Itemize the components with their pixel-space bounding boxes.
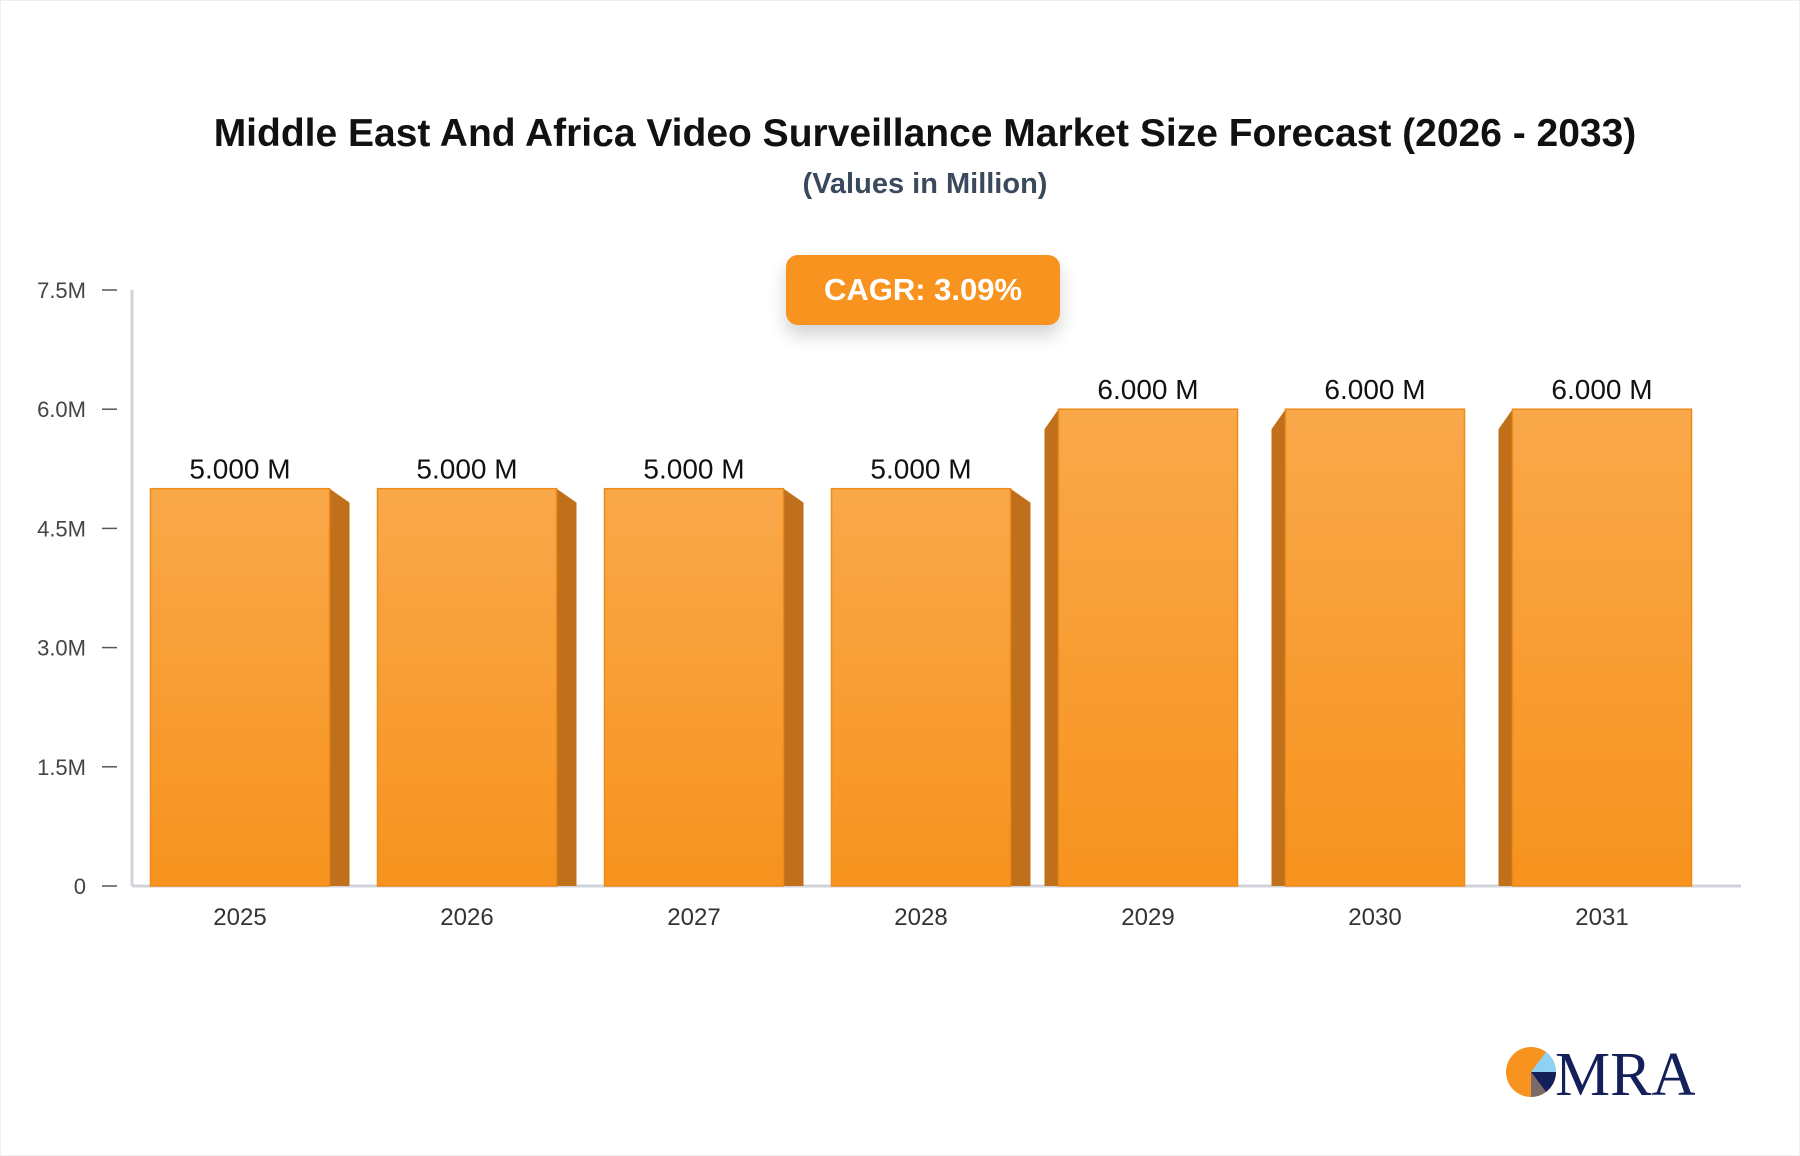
data-label: 5.000 M	[416, 454, 517, 485]
bar	[149, 487, 331, 887]
bar	[830, 487, 1012, 887]
y-tick-label: 4.5M	[37, 516, 86, 541]
y-tick-label: 6.0M	[37, 397, 86, 422]
data-label: 5.000 M	[189, 454, 290, 485]
mra-logo: MRA	[1506, 1041, 1695, 1100]
bar-side	[1271, 409, 1286, 886]
bar	[1284, 408, 1466, 887]
y-tick-label: 1.5M	[37, 755, 86, 780]
x-tick-label: 2028	[894, 904, 947, 931]
data-label: 6.000 M	[1551, 374, 1652, 405]
bar-side	[1044, 409, 1059, 886]
y-tick-label: 3.0M	[37, 636, 86, 661]
bar-side	[1498, 409, 1513, 886]
y-tick-label: 7.5M	[37, 278, 86, 303]
data-label: 6.000 M	[1097, 374, 1198, 405]
chart-title: Middle East And Africa Video Surveillanc…	[213, 112, 1637, 155]
y-tick-label: 0	[74, 874, 86, 899]
chart-subtitle: (Values in Million)	[802, 168, 1048, 200]
bar	[1511, 408, 1693, 887]
bar-side	[1010, 488, 1031, 886]
svg-text:MRA: MRA	[1555, 1041, 1695, 1100]
x-tick-label: 2027	[667, 904, 720, 931]
bar	[603, 487, 785, 887]
data-label: 6.000 M	[1324, 374, 1425, 405]
x-tick-label: 2030	[1348, 904, 1401, 931]
x-tick-label: 2026	[440, 904, 493, 931]
data-label: 5.000 M	[870, 454, 971, 485]
bar-side	[556, 488, 577, 886]
bar	[1057, 408, 1239, 887]
bar	[376, 487, 558, 887]
x-tick-label: 2031	[1575, 904, 1628, 931]
bar-side	[329, 488, 350, 886]
x-tick-label: 2029	[1121, 904, 1174, 931]
cagr-badge: CAGR: 3.09%	[786, 255, 1060, 325]
data-label: 5.000 M	[643, 454, 744, 485]
bar-side	[783, 488, 804, 886]
x-tick-label: 2025	[213, 904, 266, 931]
